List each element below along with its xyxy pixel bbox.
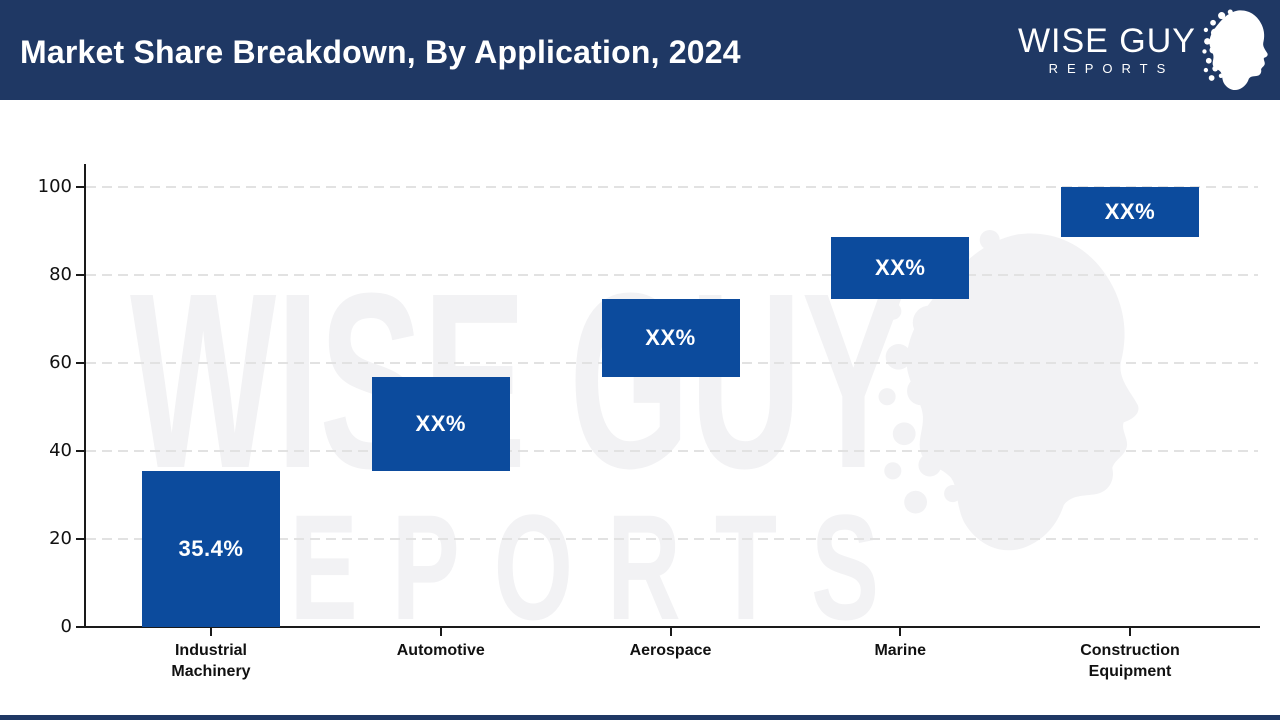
y-tick-0 (76, 626, 84, 628)
category-label-construction-equipment: Construction Equipment (1080, 642, 1180, 680)
category-label-industrial-machinery: Industrial Machinery (171, 642, 251, 680)
bar-automotive: XX% (371, 377, 510, 472)
y-axis-line (84, 164, 86, 627)
category-label-aerospace: Aerospace (629, 642, 712, 659)
x-tick-aerospace (669, 628, 672, 636)
bar-value-label-marine: XX% (875, 255, 926, 281)
gridline-100 (86, 186, 1258, 188)
gridline-20 (86, 538, 1258, 540)
header-bar: Market Share Breakdown, By Application, … (0, 0, 1280, 100)
bar-value-label-industrial-machinery: 35.4% (178, 536, 244, 562)
x-tick-industrial-machinery (210, 628, 212, 636)
logo-text: WISE GUY REPORTS (1017, 21, 1196, 77)
x-tick-automotive (439, 628, 442, 636)
bar-construction-equipment: XX% (1061, 187, 1199, 238)
logo-head-icon (1200, 7, 1272, 93)
y-tick-100 (76, 186, 84, 188)
bar-industrial-machinery: 35.4% (142, 471, 280, 627)
gridline-80 (86, 274, 1258, 276)
wise-guy-reports-logo: WISE GUY REPORTS (1018, 6, 1272, 94)
bar-value-label-automotive: XX% (415, 411, 466, 437)
x-tick-construction-equipment (1129, 628, 1131, 636)
footer-accent-strip (0, 715, 1280, 720)
bar-value-label-construction-equipment: XX% (1104, 199, 1156, 225)
y-tick-label-0: 0 (60, 616, 72, 637)
logo-reports-text: REPORTS (1048, 61, 1175, 77)
category-label-automotive: Automotive (396, 642, 485, 659)
chart-title: Market Share Breakdown, By Application, … (20, 34, 741, 70)
y-tick-label-20: 20 (49, 528, 72, 549)
x-tick-marine (899, 628, 902, 636)
bar-aerospace: XX% (601, 299, 740, 378)
bar-value-label-aerospace: XX% (645, 325, 696, 351)
x-axis-line (84, 626, 1260, 628)
logo-wordmark: WISE GUY (1017, 21, 1196, 60)
gridline-40 (86, 450, 1258, 452)
y-tick-label-60: 60 (49, 352, 72, 373)
y-tick-40 (76, 450, 84, 452)
y-tick-60 (76, 362, 84, 364)
category-label-marine: Marine (874, 642, 927, 659)
y-tick-label-40: 40 (49, 440, 72, 461)
bar-marine: XX% (831, 237, 970, 300)
y-tick-label-100: 100 (37, 176, 72, 197)
y-tick-20 (76, 538, 84, 540)
y-tick-label-80: 80 (49, 264, 72, 285)
y-tick-80 (76, 274, 84, 276)
